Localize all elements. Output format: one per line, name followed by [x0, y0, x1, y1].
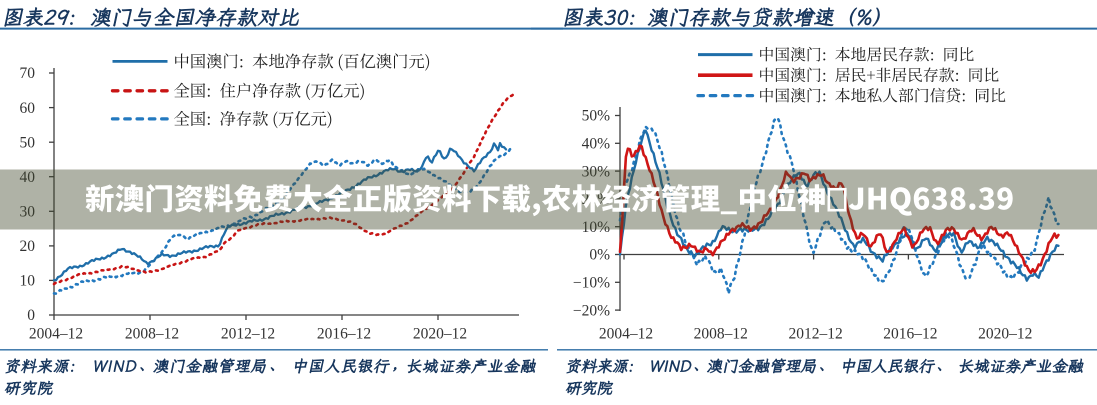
svg-text:10: 10	[20, 273, 36, 290]
svg-text:2004–12: 2004–12	[599, 326, 653, 343]
svg-text:−10%: −10%	[573, 275, 610, 292]
svg-text:2016–12: 2016–12	[883, 326, 937, 343]
svg-text:−20%: −20%	[573, 302, 610, 319]
svg-text:0%: 0%	[589, 247, 610, 264]
svg-text:30: 30	[20, 204, 36, 221]
svg-text:2020–12: 2020–12	[978, 326, 1032, 343]
svg-text:40: 40	[20, 169, 36, 186]
svg-text:2008–12: 2008–12	[694, 326, 748, 343]
svg-text:2012–12: 2012–12	[221, 326, 275, 343]
svg-text:40%: 40%	[582, 136, 611, 153]
svg-text:0: 0	[27, 307, 35, 324]
svg-text:30%: 30%	[582, 163, 611, 180]
svg-text:20: 20	[20, 238, 36, 255]
svg-text:2004–12: 2004–12	[29, 326, 83, 343]
svg-text:50%: 50%	[582, 108, 611, 125]
svg-text:2012–12: 2012–12	[788, 326, 842, 343]
svg-text:2020–12: 2020–12	[413, 326, 467, 343]
svg-text:60: 60	[20, 100, 36, 117]
svg-text:2016–12: 2016–12	[317, 326, 371, 343]
svg-text:2008–12: 2008–12	[125, 326, 179, 343]
svg-text:10%: 10%	[582, 219, 611, 236]
svg-text:70: 70	[20, 65, 36, 82]
svg-text:50: 50	[20, 134, 36, 151]
